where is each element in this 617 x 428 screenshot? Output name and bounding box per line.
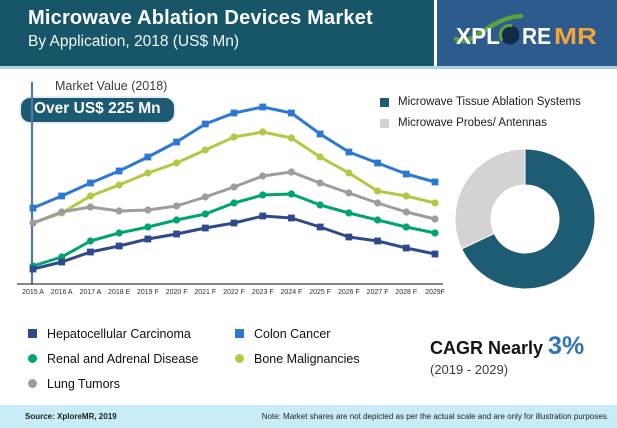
logo-globe-arc-icon	[498, 23, 513, 41]
series-marker-navy-square-icon	[28, 329, 37, 338]
series-legend: Hepatocellular Carcinoma Colon Cancer Re…	[28, 321, 360, 396]
legend-swatch-gray-icon	[380, 118, 389, 128]
legend-label: Colon Cancer	[254, 326, 331, 341]
market-value-label: Market Value (2018)	[55, 79, 168, 93]
donut-chart	[454, 148, 596, 290]
svg-text:2022 F: 2022 F	[223, 289, 245, 296]
header-titles: Microwave Ablation Devices Market By App…	[28, 6, 373, 51]
svg-text:2016 A: 2016 A	[51, 289, 73, 296]
series-marker-blue-square-icon	[235, 329, 244, 338]
donut-legend-label: Microwave Tissue Ablation Systems	[398, 96, 581, 108]
cagr-prefix: CAGR Nearly	[430, 338, 544, 358]
cagr-headline: CAGR Nearly 3%	[430, 332, 584, 361]
svg-text:2020 F: 2020 F	[166, 289, 188, 296]
footer-bar: Source: XploreMR, 2019 Note: Market shar…	[0, 405, 617, 428]
page-subtitle: By Application, 2018 (US$ Mn)	[28, 33, 240, 50]
svg-text:2024 F: 2024 F	[281, 289, 303, 296]
legend-item-bone-malignancies: Bone Malignancies	[235, 352, 360, 366]
logo-text-1: XPL	[456, 23, 500, 49]
svg-text:2026 F: 2026 F	[338, 289, 360, 296]
logo-globe-icon	[500, 25, 520, 45]
svg-text:2028 F: 2028 F	[395, 289, 417, 296]
cagr-value: 3%	[548, 332, 585, 360]
svg-text:2017 A: 2017 A	[80, 289, 102, 296]
svg-text:2018 E: 2018 E	[108, 289, 131, 296]
cagr-range: (2019 - 2029)	[430, 362, 509, 377]
donut-legend: Microwave Tissue Ablation Systems Microw…	[380, 96, 581, 138]
svg-text:2029F: 2029F	[425, 289, 445, 296]
brand-logo: XPL RE MR	[434, 0, 617, 66]
header: Microwave Ablation Devices Market By App…	[0, 0, 617, 66]
legend-item-lung-tumors: Lung Tumors	[28, 377, 235, 391]
cagr-block: CAGR Nearly 3% (2019 - 2029)	[430, 332, 584, 377]
legend-item-renal-adrenal: Renal and Adrenal Disease	[28, 352, 235, 366]
donut-legend-item-systems: Microwave Tissue Ablation Systems	[380, 96, 581, 108]
line-chart: 2015 A 2016 A 2017 A 2018 E 2019 F 2020 F 2021…	[17, 82, 445, 296]
legend-label: Lung Tumors	[47, 376, 120, 391]
donut-legend-item-probes: Microwave Probes/ Antennas	[380, 117, 581, 129]
svg-text:2015 A: 2015 A	[22, 289, 44, 296]
svg-text:2027 F: 2027 F	[367, 289, 389, 296]
series-marker-green-circle-icon	[28, 354, 37, 363]
series-marker-yellowgreen-circle-icon	[235, 354, 244, 363]
svg-text:2025 F: 2025 F	[309, 289, 331, 296]
note-text: Note: Market shares are not depicted as …	[261, 412, 609, 421]
legend-label: Hepatocellular Carcinoma	[47, 326, 191, 341]
market-value-badge: Over US$ 225 Mn	[19, 96, 176, 124]
logo-swoosh-icon	[453, 13, 524, 44]
source-text: Source: XploreMR, 2019	[25, 412, 117, 421]
legend-item-colon-cancer: Colon Cancer	[235, 327, 360, 341]
donut-chart-svg	[454, 148, 596, 290]
header-separator	[0, 66, 617, 69]
svg-text:2021 F: 2021 F	[194, 289, 216, 296]
legend-label: Renal and Adrenal Disease	[47, 351, 199, 366]
donut-legend-label: Microwave Probes/ Antennas	[398, 117, 547, 129]
legend-item-hepatocellular-carcinoma: Hepatocellular Carcinoma	[28, 327, 235, 341]
svg-text:2023 F: 2023 F	[252, 289, 274, 296]
legend-swatch-teal-icon	[380, 97, 389, 107]
logo-text-2: RE	[522, 23, 551, 49]
page-title: Microwave Ablation Devices Market	[28, 7, 373, 29]
legend-label: Bone Malignancies	[254, 351, 360, 366]
svg-text:2019 F: 2019 F	[137, 289, 159, 296]
series-marker-gray-circle-icon	[28, 379, 37, 388]
xploremr-logo-icon: XPL RE MR	[453, 13, 597, 49]
logo-text-3: MR	[554, 23, 597, 49]
